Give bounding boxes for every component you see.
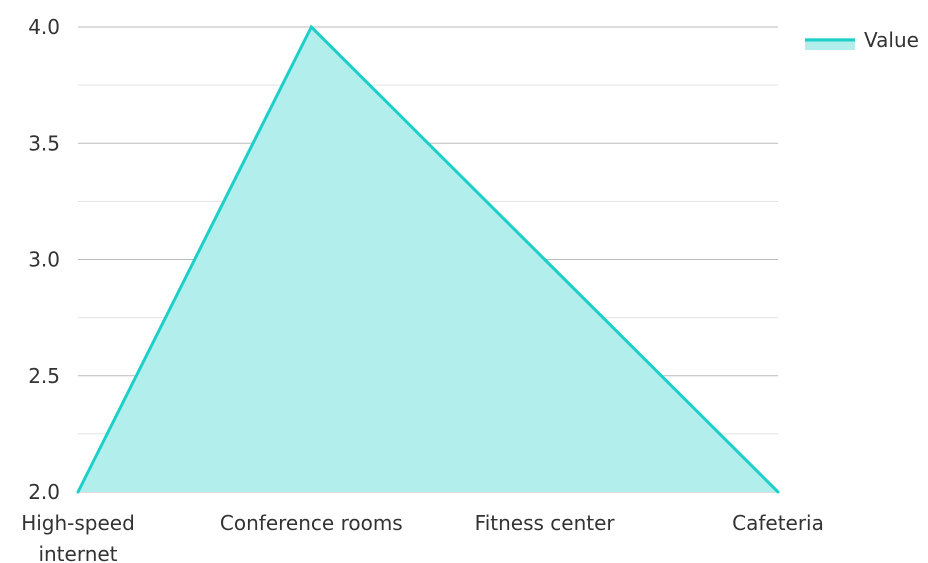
data-point-3	[543, 258, 547, 261]
legend-label: Value	[864, 28, 919, 52]
y-tick-label: 3.0	[28, 248, 60, 272]
x-tick-label: Cafeteria	[732, 511, 824, 535]
series-line	[76, 24, 780, 494]
x-tick-label: Fitness center	[475, 511, 616, 535]
x-tick-label: High-speed internet	[21, 511, 135, 563]
series-area-layer	[76, 24, 780, 494]
y-tick-label: 2.5	[28, 364, 60, 388]
x-tick-label: Conference rooms	[220, 511, 403, 535]
data-point-1	[76, 490, 80, 494]
y-tick-label: 3.5	[28, 131, 60, 155]
data-point-2	[309, 25, 313, 29]
x-axis: High-speed internet Conference rooms Fitnes…	[21, 511, 824, 563]
data-point-4	[776, 490, 780, 494]
y-axis: 2.0 2.5 3.0 3.5 4.0	[28, 15, 60, 504]
y-tick-label: 2.0	[28, 480, 60, 504]
legend: Value	[805, 28, 919, 52]
y-tick-label: 4.0	[28, 15, 60, 39]
